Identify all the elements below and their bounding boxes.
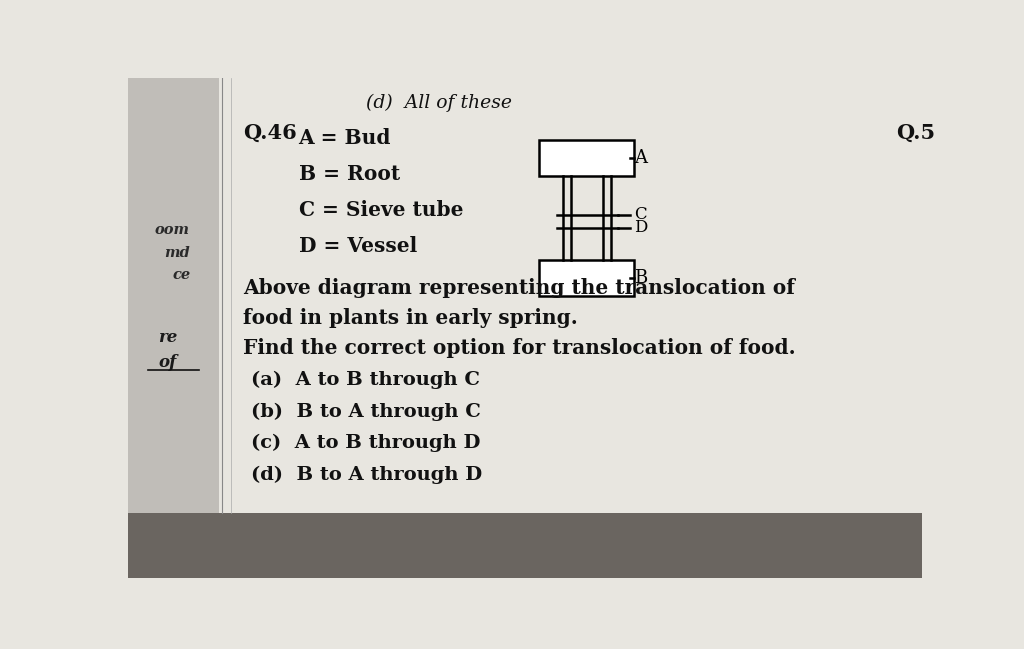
Bar <box>128 78 219 578</box>
Text: Q.5: Q.5 <box>896 123 935 143</box>
Text: A = Bud: A = Bud <box>299 128 391 148</box>
Text: D: D <box>634 219 648 236</box>
Text: re: re <box>158 329 177 346</box>
Text: of: of <box>159 354 177 371</box>
Text: (d)  All of these: (d) All of these <box>367 93 512 112</box>
Bar <box>128 513 922 578</box>
Text: B: B <box>634 269 647 287</box>
Bar <box>539 140 634 176</box>
Text: (c)  A to B through D: (c) A to B through D <box>251 434 480 452</box>
Text: Above diagram representing the translocation of: Above diagram representing the transloca… <box>243 278 795 298</box>
Text: ce: ce <box>173 268 191 282</box>
Text: Q.46: Q.46 <box>243 123 297 143</box>
Text: B = Root: B = Root <box>299 164 399 184</box>
Bar <box>539 260 634 296</box>
Text: (b)  B to A through C: (b) B to A through C <box>251 402 481 421</box>
Text: C = Sieve tube: C = Sieve tube <box>299 200 463 220</box>
Text: md: md <box>164 246 190 260</box>
Text: A: A <box>634 149 647 167</box>
Text: D = Vessel: D = Vessel <box>299 236 417 256</box>
Text: food in plants in early spring.: food in plants in early spring. <box>243 308 578 328</box>
Text: C: C <box>634 206 647 223</box>
Text: Find the correct option for translocation of food.: Find the correct option for translocatio… <box>243 337 796 358</box>
Text: (a)  A to B through C: (a) A to B through C <box>251 371 480 389</box>
Text: oom: oom <box>155 223 189 238</box>
Text: (d)  B to A through D: (d) B to A through D <box>251 465 482 484</box>
